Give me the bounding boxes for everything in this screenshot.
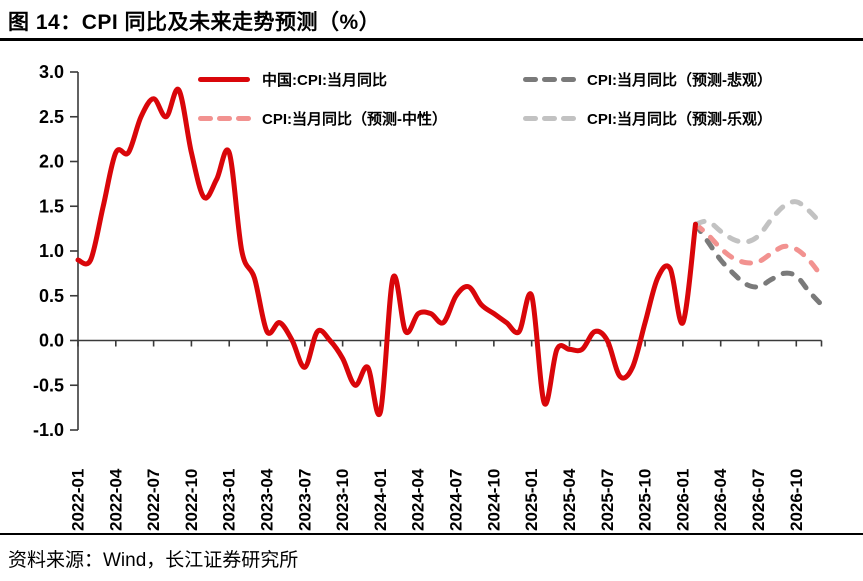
legend-label: 中国:CPI:当月同比 <box>262 71 387 89</box>
legend-key-dashed-line-icon <box>198 115 254 121</box>
title-divider <box>0 38 863 41</box>
x-tick-label: 2024-10 <box>484 469 503 531</box>
y-tick-label: 0.5 <box>39 286 64 306</box>
x-tick-label: 2024-04 <box>409 468 428 531</box>
legend-item-actual: 中国:CPI:当月同比 <box>198 66 523 92</box>
x-tick-label: 2022-01 <box>69 469 88 531</box>
chart-legend: 中国:CPI:当月同比 CPI:当月同比（预测-悲观） CPI:当月同比（预测-中性… <box>198 66 772 131</box>
x-tick-label: 2022-04 <box>106 468 125 531</box>
x-axis-ticks: 2022-01 2022-04 2022-07 2022-10 2023-01 2023-… <box>69 340 823 531</box>
legend-label: CPI:当月同比（预测-乐观） <box>587 110 772 128</box>
y-tick-label: 2.0 <box>39 152 64 172</box>
legend-key-dashed-line-icon <box>523 76 579 82</box>
y-tick-label: 1.0 <box>39 241 64 261</box>
series-forecast-optimistic <box>693 199 824 245</box>
x-tick-label: 2022-10 <box>182 469 201 531</box>
legend-label: CPI:当月同比（预测-中性） <box>262 110 447 128</box>
x-tick-label: 2026-10 <box>787 469 806 531</box>
x-tick-label: 2024-07 <box>447 469 466 531</box>
y-tick-label: 3.0 <box>39 62 64 82</box>
x-tick-label: 2023-07 <box>295 469 314 531</box>
x-tick-label: 2023-01 <box>220 469 239 531</box>
x-tick-label: 2022-07 <box>144 469 163 531</box>
source-divider <box>0 533 863 535</box>
x-tick-label: 2024-01 <box>371 469 390 531</box>
y-tick-label: -0.5 <box>33 375 64 395</box>
x-tick-label: 2023-10 <box>333 469 352 531</box>
series-forecast-neutral <box>693 221 824 279</box>
y-tick-label: 0.0 <box>39 331 64 351</box>
x-tick-label: 2026-07 <box>749 469 768 531</box>
legend-item-forecast-optimistic: CPI:当月同比（预测-乐观） <box>523 105 772 131</box>
legend-key-dashed-line-icon <box>523 115 579 121</box>
x-tick-label: 2025-10 <box>636 469 655 531</box>
y-tick-label: 2.5 <box>39 107 64 127</box>
x-tick-label: 2025-01 <box>522 469 541 531</box>
legend-item-forecast-neutral: CPI:当月同比（预测-中性） <box>198 105 523 131</box>
y-tick-label: -1.0 <box>33 420 64 440</box>
x-tick-label: 2026-04 <box>711 468 730 531</box>
y-axis-ticks: 3.0 2.5 2.0 1.5 1.0 0.5 0.0 -0.5 -1.0 <box>33 62 78 440</box>
series-forecast-pessimistic <box>693 221 824 308</box>
x-tick-label: 2025-07 <box>598 469 617 531</box>
legend-key-solid-line-icon <box>198 76 254 82</box>
y-tick-label: 1.5 <box>39 196 64 216</box>
x-tick-label: 2025-04 <box>560 468 579 531</box>
legend-label: CPI:当月同比（预测-悲观） <box>587 71 772 89</box>
series-actual <box>75 86 698 418</box>
x-tick-label: 2026-01 <box>673 469 692 531</box>
x-tick-label: 2023-04 <box>258 468 277 531</box>
legend-item-forecast-pessimistic: CPI:当月同比（预测-悲观） <box>523 66 772 92</box>
source-note: 资料来源：Wind，长江证券研究所 <box>8 550 299 571</box>
figure-title: 图 14：CPI 同比及未来走势预测（%） <box>8 11 381 34</box>
